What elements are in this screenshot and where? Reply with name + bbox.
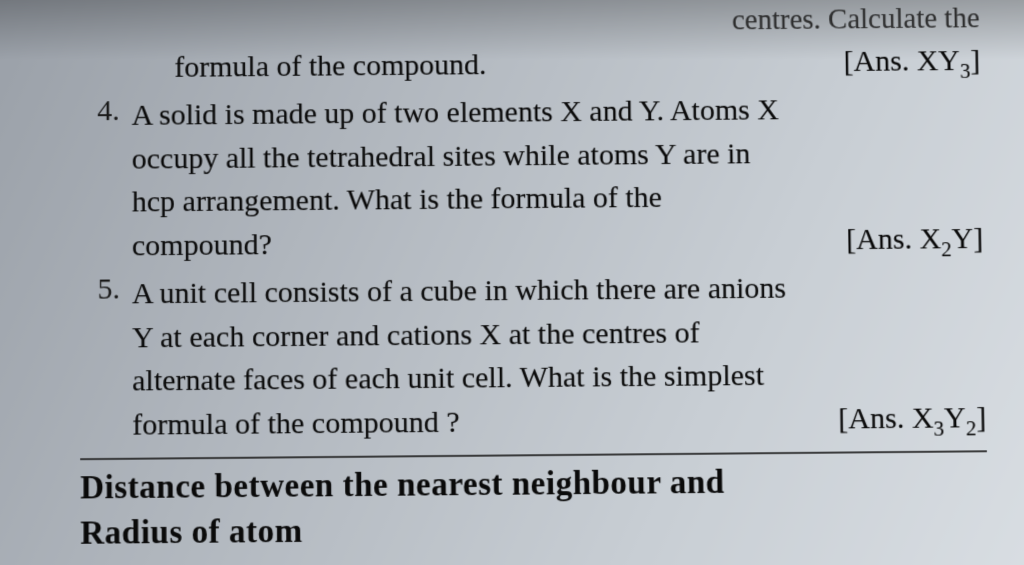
q4-line4-row: compound? [Ans. X2Y] — [132, 217, 984, 271]
heading-line2: Radius of atom — [80, 503, 988, 556]
q4-line3: hcp arrangement. What is the formula of … — [132, 174, 983, 225]
q5-answer-close: ] — [976, 401, 987, 434]
prev-answer-close: ] — [970, 44, 981, 77]
question-4: 4. A solid is made up of two elements X … — [80, 87, 984, 271]
q4-answer-sub: 2 — [941, 237, 952, 261]
q5-line1: A unit cell consists of a cube in which … — [132, 265, 984, 316]
question-5: 5. A unit cell consists of a cube in whi… — [80, 265, 987, 450]
q5-line3: alternate faces of each unit cell. What … — [132, 352, 986, 403]
prev-answer: [Ans. XY3] — [843, 39, 980, 86]
q5-line4-left: formula of the compound ? — [132, 401, 460, 448]
question-5-number: 5. — [80, 273, 132, 451]
q5-answer-sub2: 2 — [966, 416, 977, 440]
q5-line4-row: formula of the compound ? [Ans. X3Y2] — [132, 396, 986, 450]
prev-answer-sub: 3 — [960, 59, 971, 83]
question-5-body: A unit cell consists of a cube in which … — [132, 265, 987, 450]
prev-answer-label: [Ans. XY — [843, 44, 960, 78]
q5-answer: [Ans. X3Y2] — [838, 396, 987, 444]
q5-line2: Y at each corner and cations X at the ce… — [132, 309, 985, 360]
q5-answer-sub1: 3 — [933, 416, 944, 440]
prev-line2-left: formula of the compound. — [174, 43, 486, 89]
q4-answer-label: [Ans. X — [846, 222, 941, 256]
question-4-number: 4. — [80, 95, 132, 272]
q4-answer: [Ans. X2Y] — [846, 217, 984, 265]
partial-previous-question-fragment: centres. Calculate the — [80, 0, 980, 47]
q4-line1: A solid is made up of two elements X and… — [132, 87, 982, 138]
q4-line2: occupy all the tetrahedral sites while a… — [132, 130, 982, 181]
q4-answer-after: Y] — [951, 222, 983, 255]
textbook-page: centres. Calculate the formula of the co… — [0, 0, 1024, 565]
fragment-right: centres. Calculate the — [732, 0, 980, 41]
partial-previous-line2: formula of the compound. [Ans. XY3] — [80, 39, 981, 93]
q5-answer-label: [Ans. X — [838, 401, 934, 435]
heading-line1: Distance between the nearest neighbour a… — [80, 459, 988, 512]
section-heading: Distance between the nearest neighbour a… — [80, 459, 988, 557]
q4-line4: compound? — [132, 223, 272, 268]
question-4-body: A solid is made up of two elements X and… — [132, 87, 984, 271]
q5-answer-mid: Y — [944, 401, 966, 434]
